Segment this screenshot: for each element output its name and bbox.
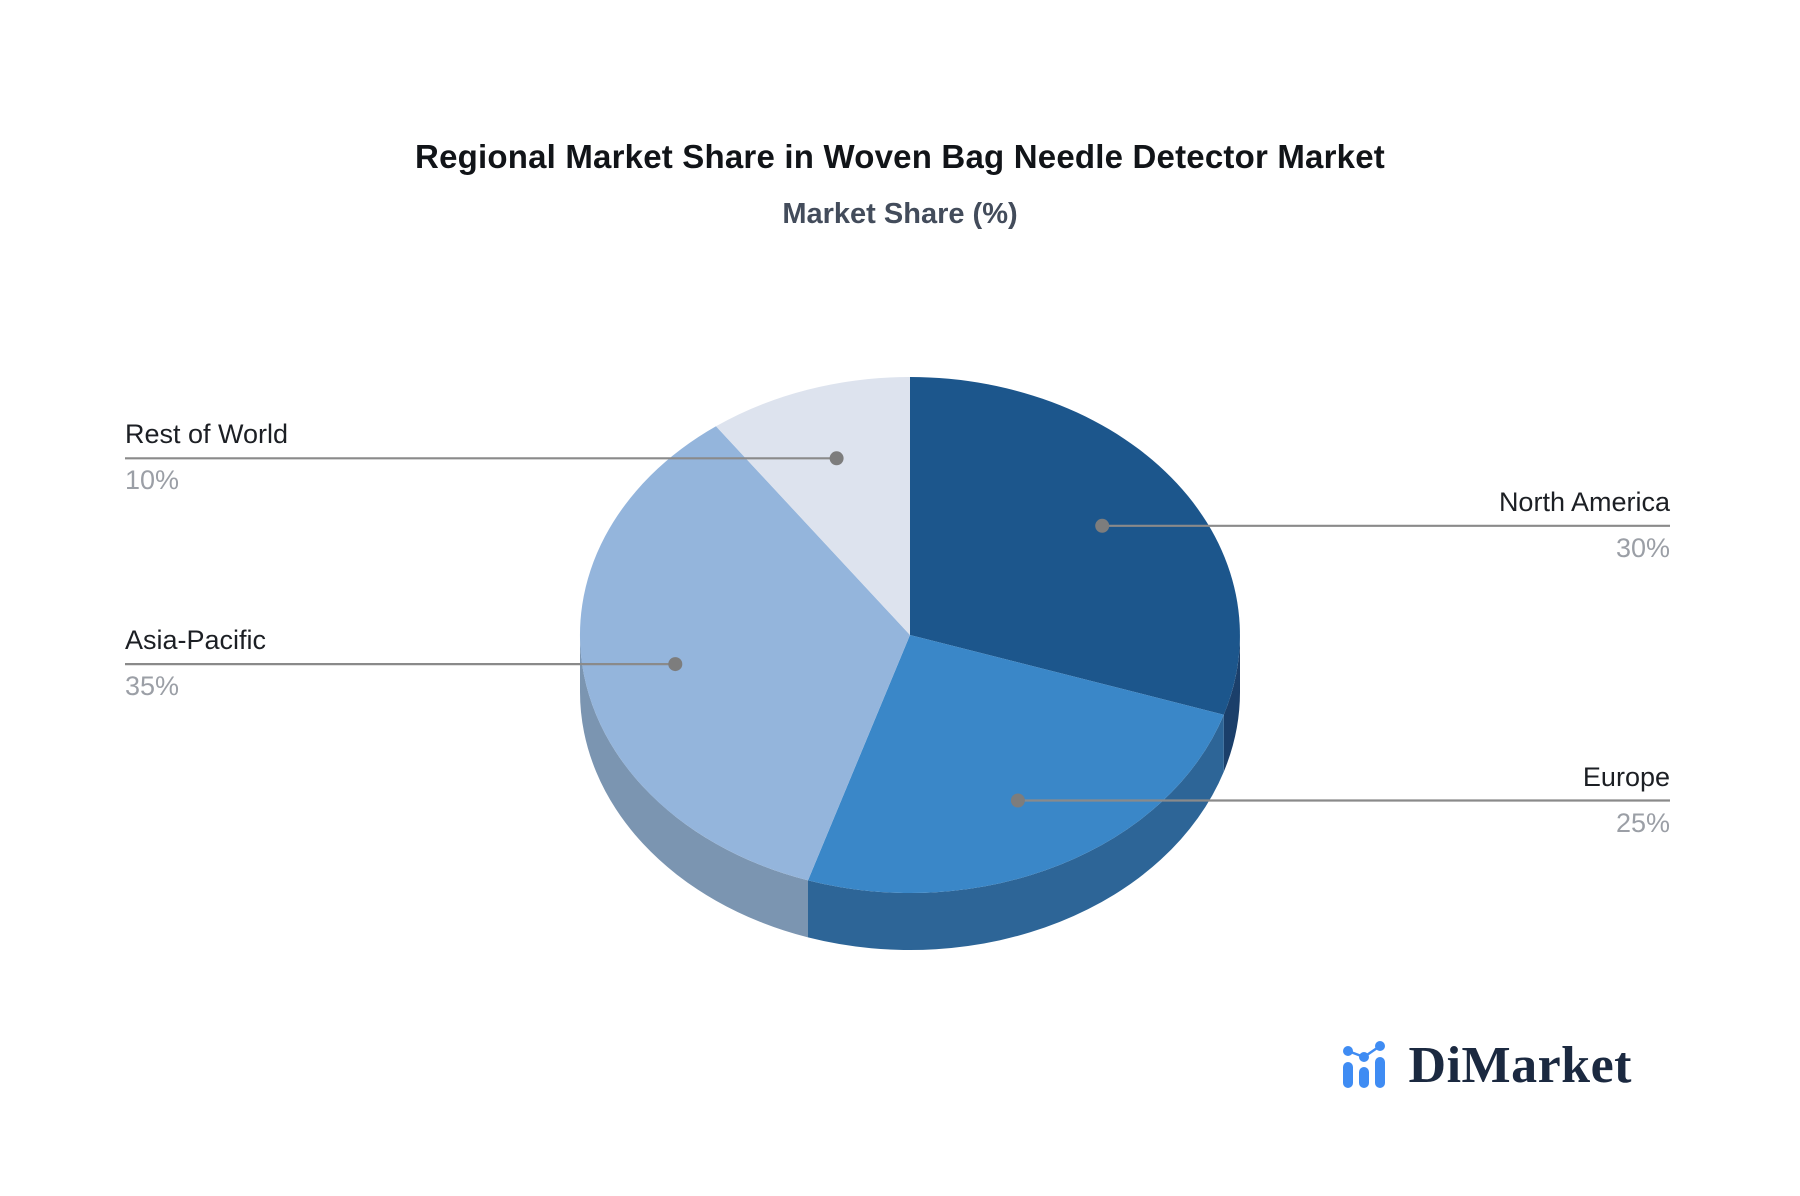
- logo-text: DiMarket: [1408, 1037, 1632, 1094]
- slice-label-percent: 25%: [1615, 807, 1670, 838]
- slice-label-name: Rest of World: [125, 419, 289, 450]
- slice-label-percent: 30%: [1615, 532, 1670, 563]
- pie-slice-north-america: [910, 377, 1240, 715]
- slice-label-europe: Europe 25%: [1110, 759, 1670, 839]
- pie-slice-side-north-america: [1223, 635, 1240, 772]
- slice-label-percent: 35%: [125, 671, 180, 702]
- leader-dot-north-america: [1095, 518, 1110, 533]
- slice-label-asia-pacific: Asia-Pacific 35%: [125, 622, 685, 702]
- dimarket-logo: DiMarket: [1339, 1036, 1632, 1095]
- pie-slice-europe: [808, 635, 1224, 894]
- slice-label-name: Asia-Pacific: [125, 625, 267, 656]
- slice-label-rest-of-world: Rest of World 10%: [125, 416, 685, 496]
- slice-label-percent: 10%: [125, 465, 180, 496]
- slice-label-name: Europe: [1582, 761, 1670, 792]
- leader-dot-asia-pacific: [668, 657, 683, 672]
- pie-slice-side-asia-pacific: [580, 635, 808, 938]
- chart-title: Regional Market Share in Woven Bag Needl…: [415, 138, 1385, 175]
- leader-dot-rest-of-world: [829, 451, 844, 466]
- slice-label-north-america: North America 30%: [1110, 484, 1670, 564]
- slice-label-name: North America: [1498, 486, 1670, 517]
- leader-dot-europe: [1010, 793, 1025, 808]
- pie-slice-side-europe: [808, 714, 1224, 951]
- pie-slice-asia-pacific: [579, 426, 910, 881]
- chart-subtitle: Market Share (%): [782, 198, 1018, 230]
- bar-line-chart-icon: [1342, 1040, 1385, 1088]
- pie-slice-rest-of-world: [716, 377, 910, 635]
